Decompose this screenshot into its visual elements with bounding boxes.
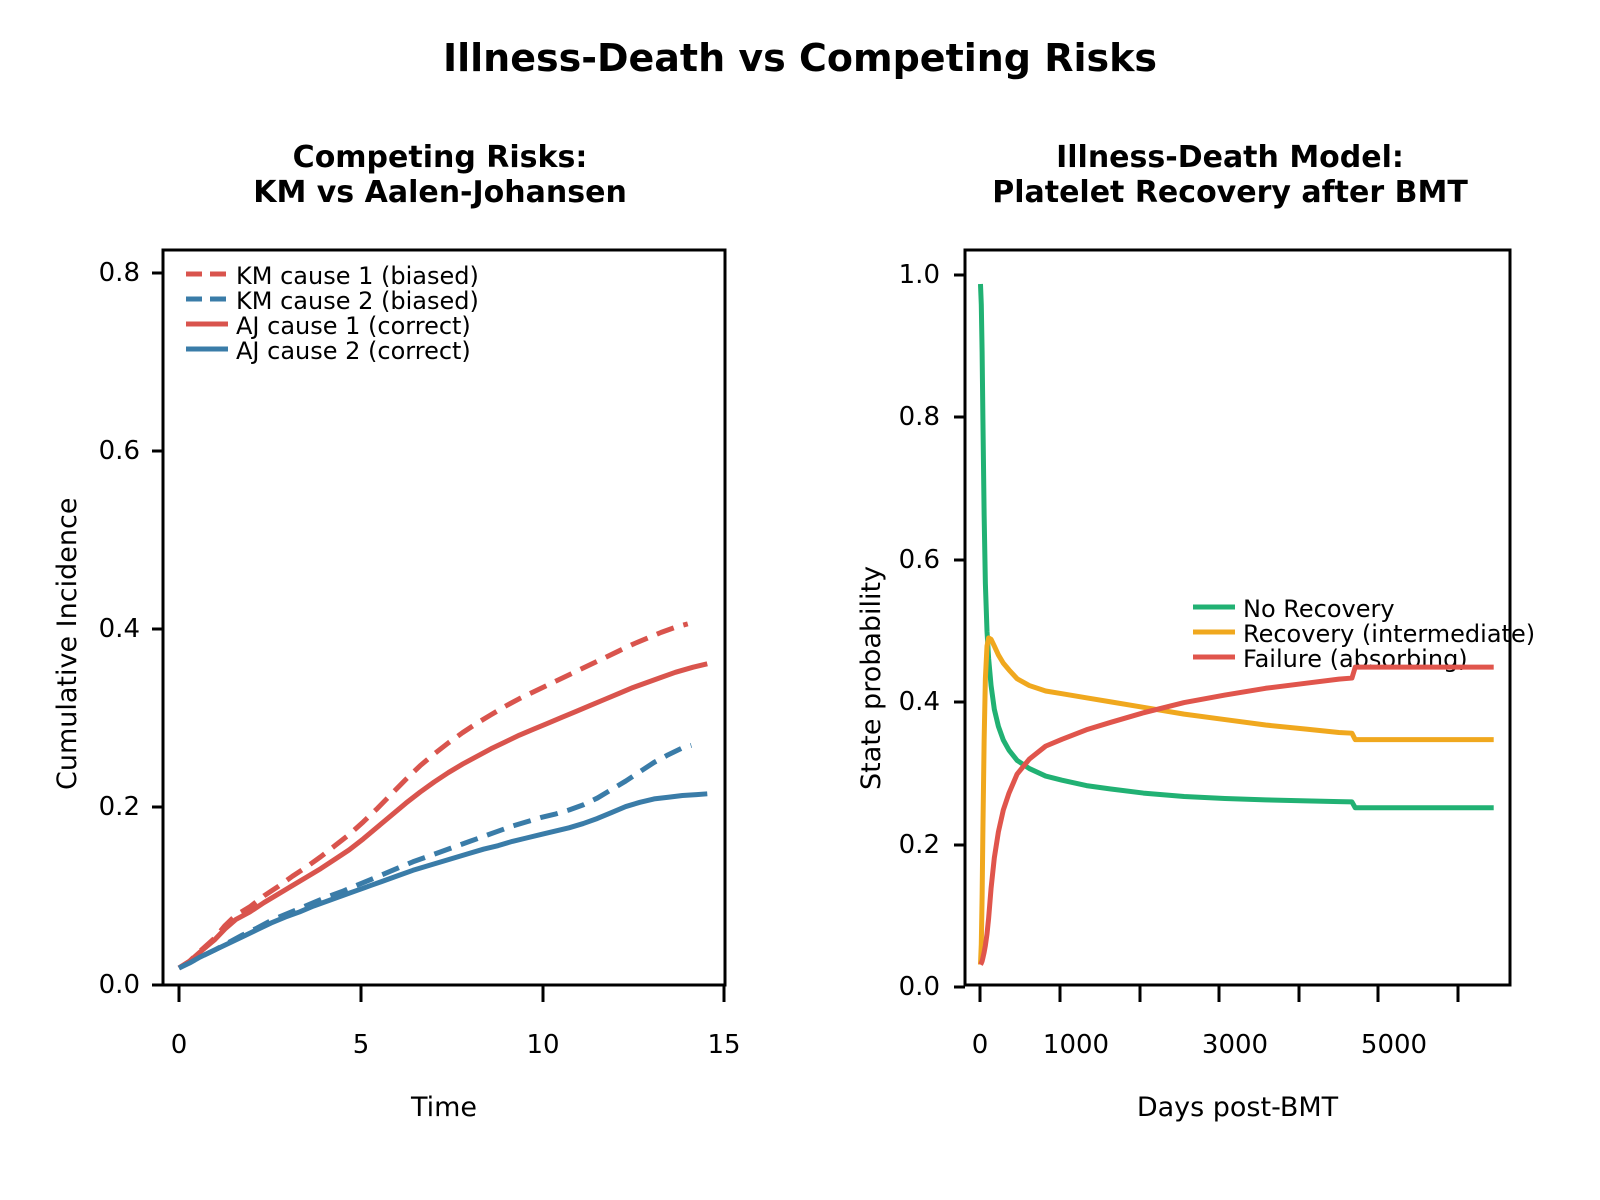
right-xtick-3000: 3000 [1201, 1030, 1269, 1060]
right-legend-label-no-recovery: No Recovery [1243, 595, 1395, 623]
right-xtick-0: 0 [971, 1030, 989, 1060]
right-ytick-0.6: 0.6 [898, 545, 940, 575]
left-legend-label-km1: KM cause 1 (biased) [236, 262, 479, 290]
right-ytick-0.2: 0.2 [898, 830, 940, 860]
right-ytick-0.0: 0.0 [898, 972, 940, 1002]
right-ytick-1.0: 1.0 [898, 260, 940, 290]
curve-km-cause-1-biased [177, 621, 689, 971]
curve-aj-cause-1-correct [177, 661, 708, 971]
left-panel-curves [177, 621, 708, 971]
curve-no-recovery [977, 283, 1494, 811]
left-ytick-0.4: 0.4 [98, 614, 140, 644]
left-panel-title-line2: KM vs Aalen-Johansen [253, 175, 627, 211]
right-panel-title-line2: Platelet Recovery after BMT [992, 175, 1468, 211]
left-ytick-0.2: 0.2 [98, 792, 140, 822]
left-xtick-10: 10 [526, 1030, 560, 1060]
left-x-axis-label: Time [410, 1092, 478, 1123]
right-xtick-5000: 5000 [1360, 1030, 1428, 1060]
left-axes-frame [152, 248, 727, 1002]
right-legend-swatches [1193, 604, 1235, 660]
right-panel-curves [977, 283, 1494, 966]
left-ytick-0.8: 0.8 [98, 258, 140, 288]
figure-suptitle: Illness-Death vs Competing Risks [442, 36, 1158, 80]
left-legend-label-aj2: AJ cause 2 (correct) [236, 337, 471, 365]
left-panel-title: Competing Risks: KM vs Aalen-Johansen [140, 140, 740, 211]
left-legend-label-km2: KM cause 2 (biased) [236, 287, 479, 315]
curve-failure-absorbing [978, 664, 1494, 966]
left-ytick-0.6: 0.6 [98, 436, 140, 466]
left-panel-title-line1: Competing Risks: [292, 140, 588, 175]
left-xtick-5: 5 [352, 1030, 370, 1060]
right-ytick-0.4: 0.4 [898, 687, 940, 717]
curve-recovery-intermediate [977, 635, 1494, 965]
left-xtick-15: 15 [707, 1030, 741, 1060]
right-panel-title: Illness-Death Model: Platelet Recovery a… [930, 140, 1530, 211]
right-legend-label-recovery: Recovery (intermediate) [1243, 620, 1536, 648]
curve-aj-cause-2-correct [177, 791, 708, 971]
right-panel-title-line1: Illness-Death Model: [1056, 140, 1404, 175]
left-ytick-0.0: 0.0 [98, 970, 140, 1000]
right-ytick-0.8: 0.8 [898, 402, 940, 432]
left-legend-swatches [186, 271, 228, 352]
right-axes-frame [954, 248, 1512, 1002]
left-xtick-0: 0 [170, 1030, 188, 1060]
left-legend-label-aj1: AJ cause 1 (correct) [236, 312, 471, 340]
right-xtick-1000: 1000 [1042, 1030, 1110, 1060]
right-x-axis-label: Days post-BMT [1136, 1092, 1339, 1123]
